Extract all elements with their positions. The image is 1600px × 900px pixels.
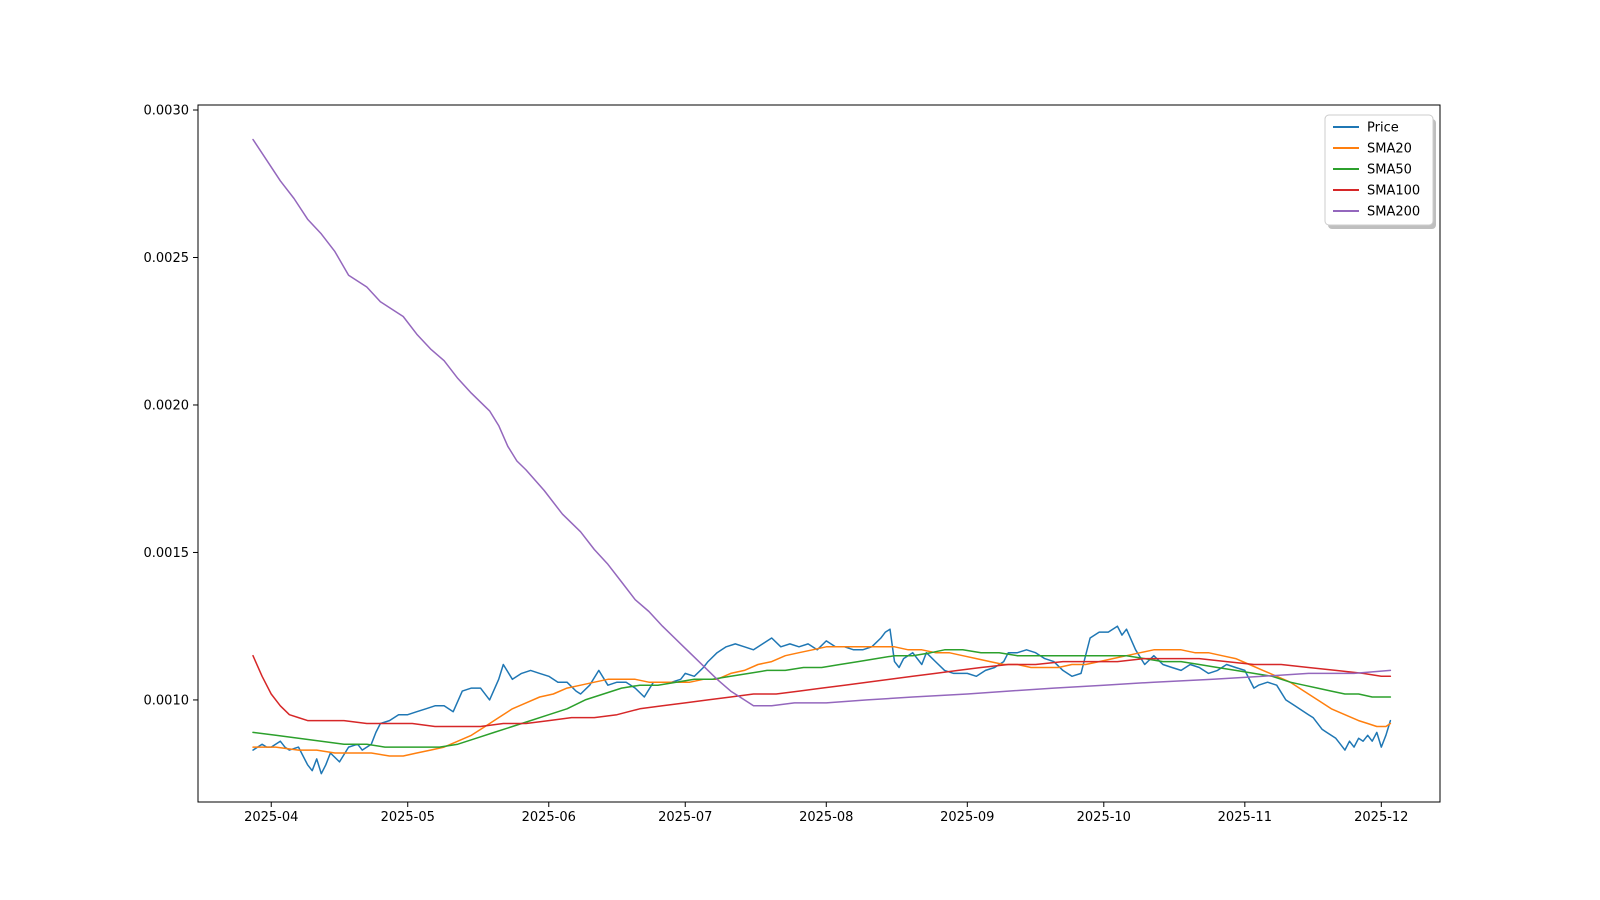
series-line-sma50 bbox=[252, 649, 1392, 748]
series-line-sma200 bbox=[252, 138, 1392, 707]
x-tick-label: 2025-07 bbox=[658, 810, 712, 825]
series-line-sma100 bbox=[252, 654, 1392, 728]
y-tick-label: 0.0020 bbox=[144, 398, 190, 413]
axes-frame bbox=[197, 104, 1441, 803]
x-tick-label: 2025-12 bbox=[1354, 810, 1408, 825]
legend-box bbox=[1324, 114, 1434, 226]
legend-label-sma20: SMA20 bbox=[1367, 142, 1412, 157]
x-tick-label: 2025-04 bbox=[244, 810, 298, 825]
x-tick-label: 2025-06 bbox=[522, 810, 576, 825]
legend-label-sma50: SMA50 bbox=[1367, 163, 1412, 178]
legend-label-sma200: SMA200 bbox=[1367, 205, 1420, 220]
x-tick-label: 2025-10 bbox=[1077, 810, 1131, 825]
series-line-sma20 bbox=[252, 646, 1392, 757]
x-tick-label: 2025-08 bbox=[799, 810, 853, 825]
legend-label-sma100: SMA100 bbox=[1367, 184, 1420, 199]
x-tick-label: 2025-05 bbox=[381, 810, 435, 825]
x-tick-label: 2025-11 bbox=[1218, 810, 1272, 825]
y-tick-label: 0.0010 bbox=[144, 693, 190, 708]
y-tick-label: 0.0025 bbox=[144, 251, 190, 266]
y-tick-label: 0.0030 bbox=[144, 104, 190, 119]
legend-label-price: Price bbox=[1367, 121, 1399, 136]
y-tick-label: 0.0015 bbox=[144, 546, 190, 561]
series-line-price bbox=[252, 625, 1392, 775]
x-tick-label: 2025-09 bbox=[940, 810, 994, 825]
